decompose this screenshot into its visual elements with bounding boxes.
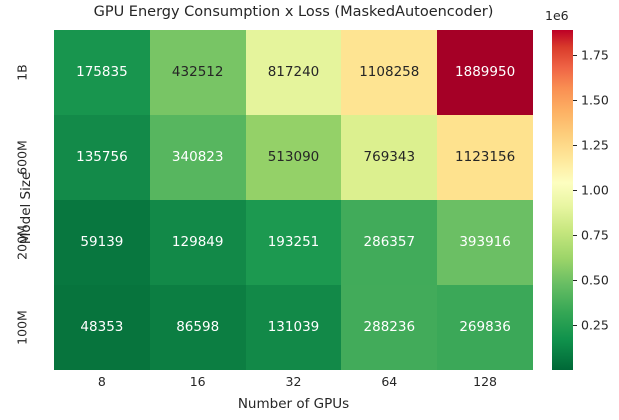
x-tick-label: 32: [285, 374, 302, 389]
x-axis-label: Number of GPUs: [237, 396, 350, 412]
x-tick-label: 8: [97, 374, 106, 389]
heatmap-cell: 286357: [341, 200, 438, 285]
colorbar-tick-label: 1.50: [581, 92, 609, 108]
colorbar-tick-mark: [573, 55, 577, 57]
heatmap-cell: 1108258: [341, 30, 438, 115]
heatmap-cell: 513090: [245, 115, 342, 200]
heatmap-cell: 1123156: [437, 115, 533, 200]
colorbar-tick-label: 1.00: [581, 182, 609, 198]
x-tick-label: 128: [473, 374, 498, 389]
x-tick-label: 16: [189, 374, 206, 389]
heatmap-cell: 393916: [437, 200, 533, 285]
heatmap-cell: 769343: [341, 115, 438, 200]
heatmap-cell: 59139: [54, 200, 150, 285]
heatmap-cell: 340823: [149, 115, 246, 200]
colorbar-offset-label: 1e6: [545, 8, 569, 23]
heatmap-cell: 432512: [149, 30, 246, 115]
colorbar-tick-label: 1.25: [581, 137, 609, 153]
colorbar-tick-label: 0.25: [581, 317, 609, 333]
colorbar-tick-mark: [573, 190, 577, 192]
colorbar-tick-mark: [573, 325, 577, 327]
colorbar-tick-mark: [573, 280, 577, 282]
heatmap-cell: 1889950: [437, 30, 533, 115]
y-tick-label: 600M: [14, 139, 30, 175]
colorbar-tick-label: 1.75: [581, 47, 609, 63]
colorbar-tick-label: 0.50: [581, 272, 609, 288]
chart-title: GPU Energy Consumption x Loss (MaskedAut…: [93, 4, 494, 20]
heatmap-cell: 269836: [437, 285, 533, 370]
heatmap-cell: 817240: [245, 30, 342, 115]
y-tick-label: 100M: [14, 309, 30, 345]
colorbar-gradient: [552, 30, 573, 370]
heatmap-cell: 86598: [149, 285, 246, 370]
heatmap-grid: 175835 432512 817240 1108258 1889950 135756 34…: [54, 30, 533, 370]
colorbar-tick-mark: [573, 100, 577, 102]
colorbar-tick-mark: [573, 145, 577, 147]
y-tick-label: 200M: [14, 224, 30, 260]
colorbar-tick-label: 0.75: [581, 227, 609, 243]
heatmap-cell: 131039: [245, 285, 342, 370]
heatmap-cell: 129849: [149, 200, 246, 285]
y-tick-label: 1B: [14, 63, 30, 81]
x-tick-label: 64: [381, 374, 398, 389]
heatmap-cell: 48353: [54, 285, 150, 370]
heatmap-cell: 175835: [54, 30, 150, 115]
heatmap-cell: 193251: [245, 200, 342, 285]
heatmap-cell: 135756: [54, 115, 150, 200]
colorbar-tick-mark: [573, 235, 577, 237]
heatmap-cell: 288236: [341, 285, 438, 370]
